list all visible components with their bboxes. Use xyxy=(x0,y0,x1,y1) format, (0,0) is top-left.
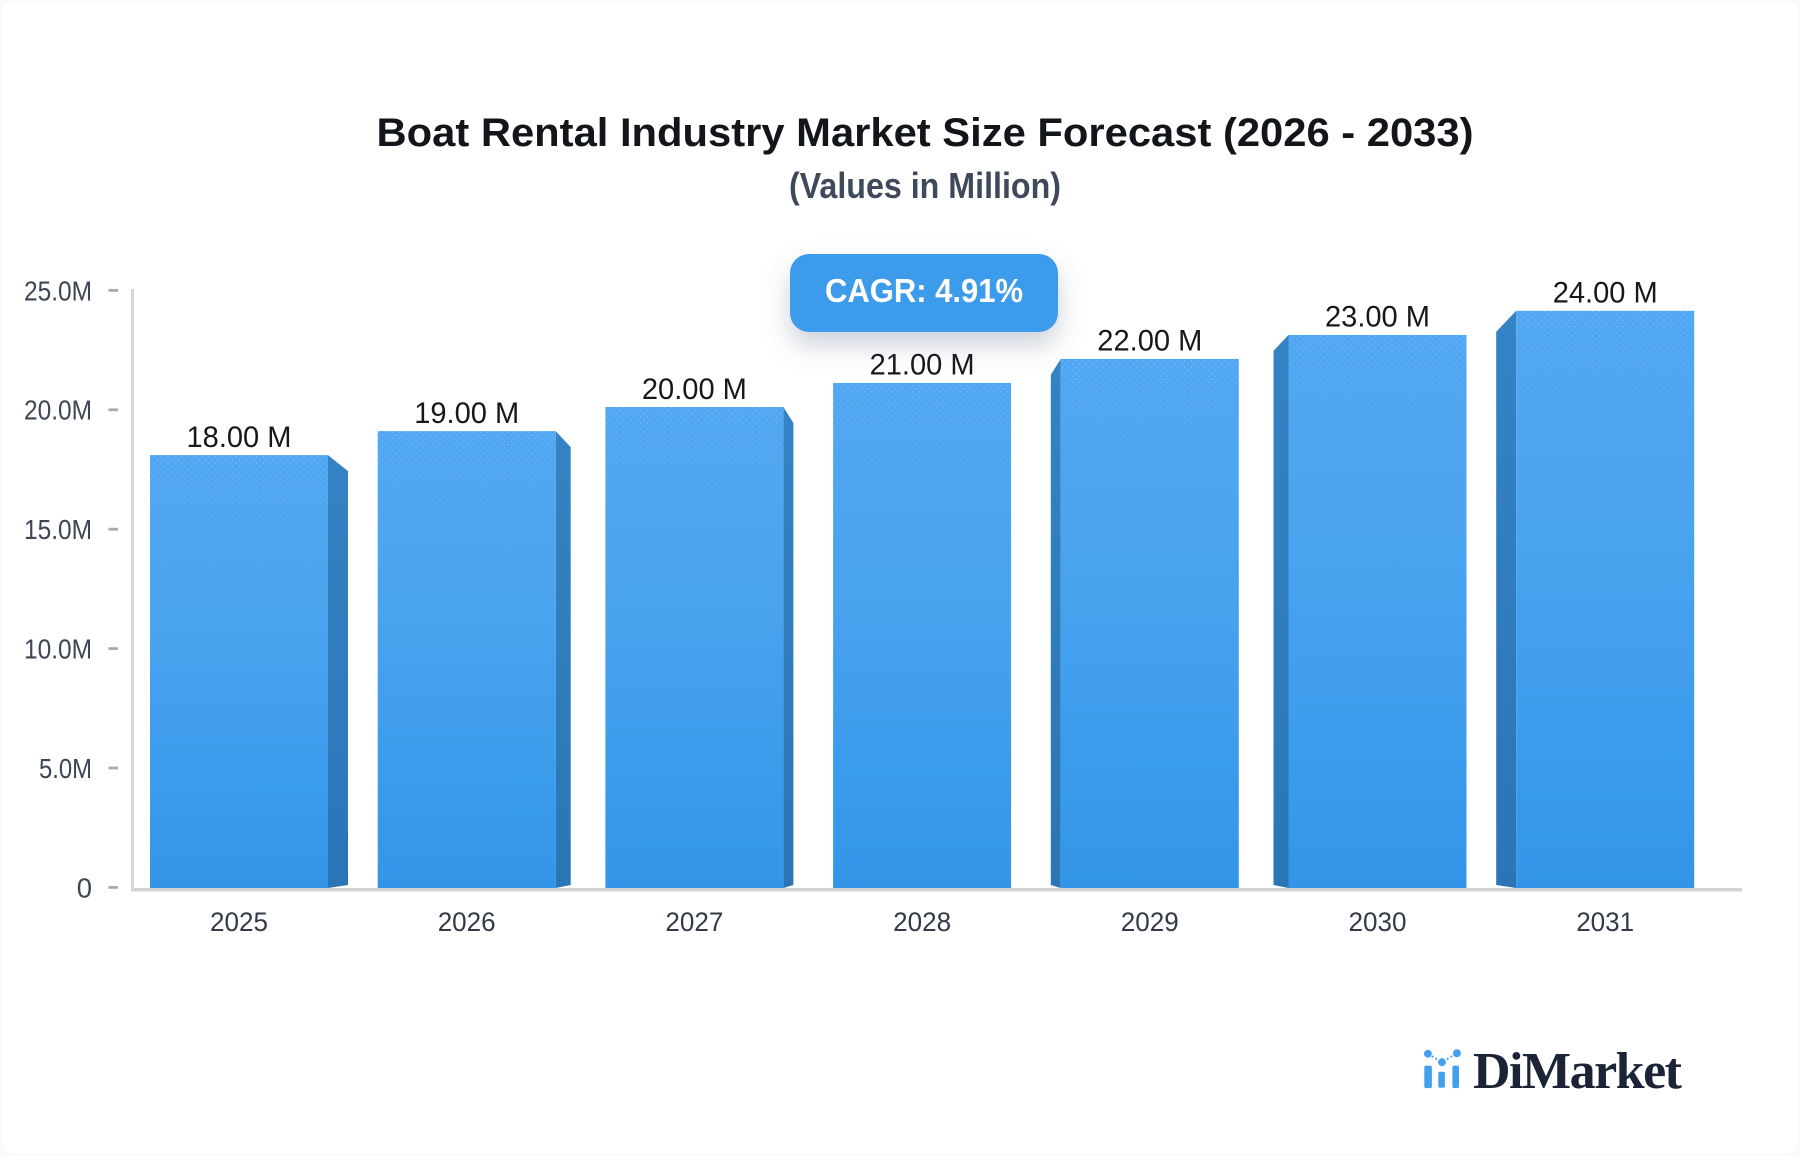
svg-text:2031: 2031 xyxy=(1576,907,1634,937)
svg-text:23.00 M: 23.00 M xyxy=(1325,301,1430,334)
svg-text:19.00 M: 19.00 M xyxy=(414,397,519,430)
svg-text:Boat Rental Industry Market Si: Boat Rental Industry Market Size Forecas… xyxy=(377,111,1474,155)
svg-text:2030: 2030 xyxy=(1349,907,1407,937)
svg-text:10.0M: 10.0M xyxy=(24,634,92,665)
svg-text:CAGR: 4.91%: CAGR: 4.91% xyxy=(825,272,1023,309)
svg-text:21.00 M: 21.00 M xyxy=(870,349,975,382)
svg-text:5.0M: 5.0M xyxy=(39,753,92,784)
svg-text:18.00 M: 18.00 M xyxy=(187,421,292,454)
svg-text:(Values in Million): (Values in Million) xyxy=(789,165,1061,206)
svg-text:20.00 M: 20.00 M xyxy=(642,373,747,406)
svg-text:22.00 M: 22.00 M xyxy=(1097,325,1202,358)
svg-text:24.00 M: 24.00 M xyxy=(1553,277,1658,310)
svg-text:15.0M: 15.0M xyxy=(24,514,92,545)
svg-text:20.0M: 20.0M xyxy=(24,395,92,426)
svg-text:2027: 2027 xyxy=(665,907,723,937)
svg-text:DiMarket: DiMarket xyxy=(1473,1043,1683,1100)
svg-text:2029: 2029 xyxy=(1121,907,1179,937)
svg-text:0: 0 xyxy=(77,872,92,903)
svg-text:2026: 2026 xyxy=(438,907,496,937)
svg-text:2025: 2025 xyxy=(210,907,268,937)
svg-text:2028: 2028 xyxy=(893,907,951,937)
svg-text:25.0M: 25.0M xyxy=(24,275,92,306)
